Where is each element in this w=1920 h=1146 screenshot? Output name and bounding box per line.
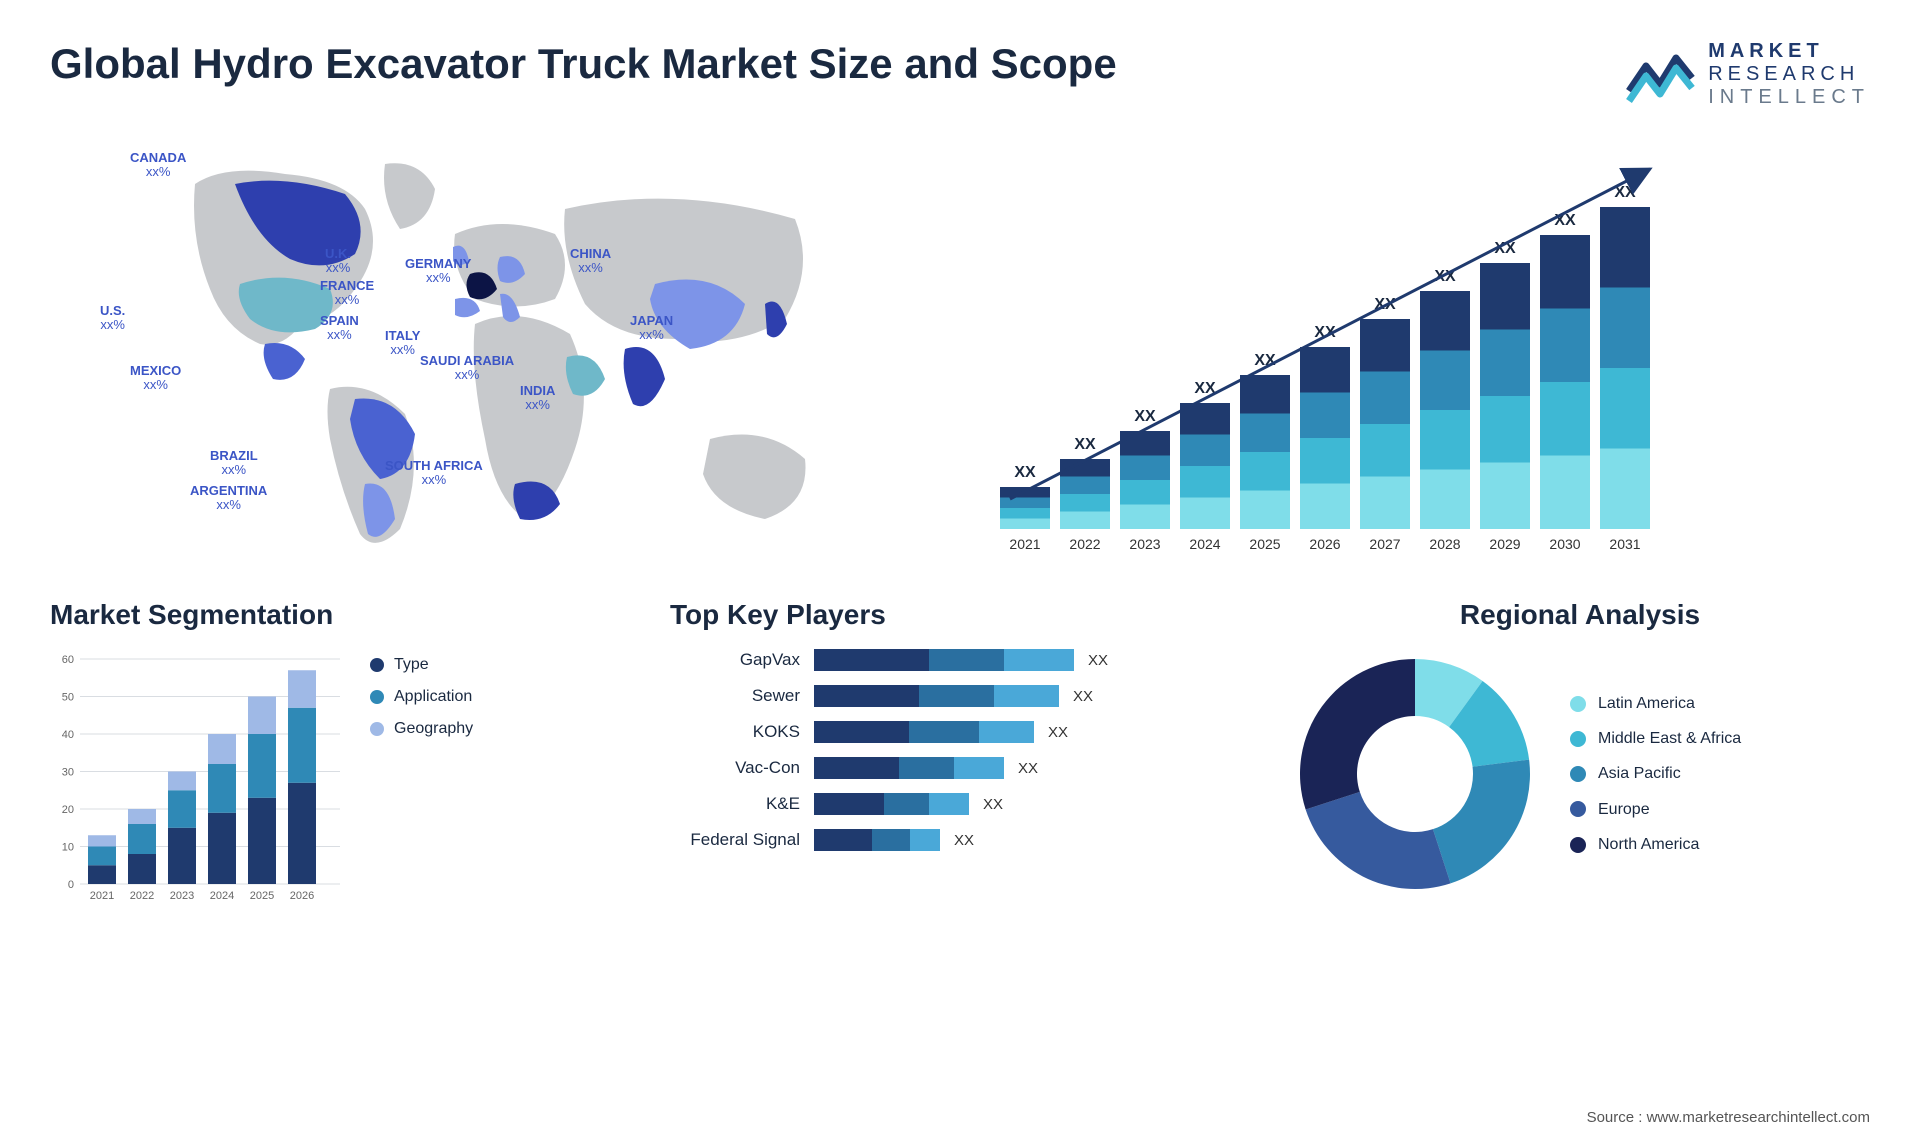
players-title: Top Key Players xyxy=(670,599,1250,631)
svg-text:2029: 2029 xyxy=(1489,536,1520,552)
svg-text:XX: XX xyxy=(1074,436,1096,453)
svg-text:2026: 2026 xyxy=(290,890,314,902)
player-name: Federal Signal xyxy=(670,830,800,850)
logo-icon xyxy=(1626,46,1696,104)
legend-item: Application xyxy=(370,681,473,713)
map-label: GERMANYxx% xyxy=(405,257,471,286)
map-label: SOUTH AFRICAxx% xyxy=(385,459,483,488)
regional-panel: Regional Analysis Latin AmericaMiddle Ea… xyxy=(1290,599,1870,909)
players-panel: Top Key Players GapVaxXXSewerXXKOKSXXVac… xyxy=(670,599,1250,909)
player-name: KOKS xyxy=(670,722,800,742)
svg-text:2025: 2025 xyxy=(1249,536,1280,552)
map-label: CHINAxx% xyxy=(570,247,611,276)
player-value: XX xyxy=(1073,688,1093,705)
player-row: Federal Signal XX xyxy=(670,829,1250,851)
svg-text:2028: 2028 xyxy=(1429,536,1460,552)
svg-text:40: 40 xyxy=(62,729,74,741)
map-label: ITALYxx% xyxy=(385,329,420,358)
svg-text:XX: XX xyxy=(1014,464,1036,481)
source-attribution: Source : www.marketresearchintellect.com xyxy=(1587,1109,1870,1126)
player-row: Vac-Con XX xyxy=(670,757,1250,779)
map-label: BRAZILxx% xyxy=(210,449,258,478)
map-label: SAUDI ARABIAxx% xyxy=(420,354,514,383)
player-value: XX xyxy=(1018,760,1038,777)
players-chart: GapVaxXXSewerXXKOKSXXVac-ConXXK&EXXFeder… xyxy=(670,649,1250,851)
player-value: XX xyxy=(983,796,1003,813)
map-label: INDIAxx% xyxy=(520,384,555,413)
legend-item: Middle East & Africa xyxy=(1570,721,1741,756)
segmentation-panel: Market Segmentation 0 10 20 30 40 50 60 2021 202… xyxy=(50,599,630,909)
player-row: GapVax XX xyxy=(670,649,1250,671)
player-bar xyxy=(814,757,1004,779)
svg-text:10: 10 xyxy=(62,842,74,854)
world-map-svg xyxy=(50,139,940,559)
svg-text:50: 50 xyxy=(62,692,74,704)
player-bar xyxy=(814,649,1074,671)
player-name: Sewer xyxy=(670,686,800,706)
svg-text:2025: 2025 xyxy=(250,890,274,902)
legend-item: Latin America xyxy=(1570,686,1741,721)
map-label: U.S.xx% xyxy=(100,304,125,333)
player-name: Vac-Con xyxy=(670,758,800,778)
player-row: KOKS XX xyxy=(670,721,1250,743)
svg-text:2021: 2021 xyxy=(1009,536,1040,552)
segmentation-title: Market Segmentation xyxy=(50,599,630,631)
player-name: GapVax xyxy=(670,650,800,670)
svg-text:2021: 2021 xyxy=(90,890,114,902)
svg-text:2027: 2027 xyxy=(1369,536,1400,552)
player-bar xyxy=(814,829,940,851)
player-value: XX xyxy=(954,832,974,849)
brand-logo: MARKET RESEARCH INTELLECT xyxy=(1626,40,1870,109)
segmentation-legend: TypeApplicationGeography xyxy=(370,649,473,745)
svg-text:2023: 2023 xyxy=(1129,536,1160,552)
page-title: Global Hydro Excavator Truck Market Size… xyxy=(50,40,1117,88)
player-value: XX xyxy=(1088,652,1108,669)
svg-text:20: 20 xyxy=(62,804,74,816)
map-label: U.K.xx% xyxy=(325,247,351,276)
svg-text:XX: XX xyxy=(1134,408,1156,425)
svg-text:XX: XX xyxy=(1554,212,1576,229)
player-bar xyxy=(814,721,1034,743)
regional-title: Regional Analysis xyxy=(1290,599,1870,631)
growth-chart: 2021XX2022XX2023XX2024XX2025XX2026XX2027… xyxy=(980,139,1870,559)
player-name: K&E xyxy=(670,794,800,814)
map-label: JAPANxx% xyxy=(630,314,673,343)
svg-text:0: 0 xyxy=(68,879,74,891)
svg-text:2031: 2031 xyxy=(1609,536,1640,552)
player-row: Sewer XX xyxy=(670,685,1250,707)
player-bar xyxy=(814,793,969,815)
logo-line2: RESEARCH xyxy=(1708,63,1870,86)
player-row: K&E XX xyxy=(670,793,1250,815)
svg-text:2022: 2022 xyxy=(1069,536,1100,552)
svg-text:2024: 2024 xyxy=(210,890,234,902)
svg-text:2022: 2022 xyxy=(130,890,154,902)
legend-item: Geography xyxy=(370,713,473,745)
svg-text:2030: 2030 xyxy=(1549,536,1580,552)
map-label: MEXICOxx% xyxy=(130,364,181,393)
world-map: CANADAxx% U.S.xx% MEXICOxx% BRAZILxx% ARGENT… xyxy=(50,139,940,559)
map-label: SPAINxx% xyxy=(320,314,359,343)
player-value: XX xyxy=(1048,724,1068,741)
legend-item: Europe xyxy=(1570,792,1741,827)
player-bar xyxy=(814,685,1059,707)
map-label: ARGENTINAxx% xyxy=(190,484,267,513)
regional-legend: Latin AmericaMiddle East & AfricaAsia Pa… xyxy=(1570,686,1741,862)
logo-line1: MARKET xyxy=(1708,40,1870,63)
donut-chart-svg xyxy=(1290,649,1540,899)
legend-item: Type xyxy=(370,649,473,681)
map-label: CANADAxx% xyxy=(130,151,186,180)
segmentation-chart-svg: 0 10 20 30 40 50 60 2021 2022 2023 2024 2025 2026 xyxy=(50,649,340,909)
svg-text:2023: 2023 xyxy=(170,890,194,902)
svg-text:2026: 2026 xyxy=(1309,536,1340,552)
svg-text:30: 30 xyxy=(62,767,74,779)
growth-chart-svg: 2021XX2022XX2023XX2024XX2025XX2026XX2027… xyxy=(980,139,1680,559)
svg-text:60: 60 xyxy=(62,654,74,666)
logo-line3: INTELLECT xyxy=(1708,86,1870,109)
map-label: FRANCExx% xyxy=(320,279,374,308)
legend-item: North America xyxy=(1570,827,1741,862)
legend-item: Asia Pacific xyxy=(1570,756,1741,791)
svg-text:2024: 2024 xyxy=(1189,536,1220,552)
